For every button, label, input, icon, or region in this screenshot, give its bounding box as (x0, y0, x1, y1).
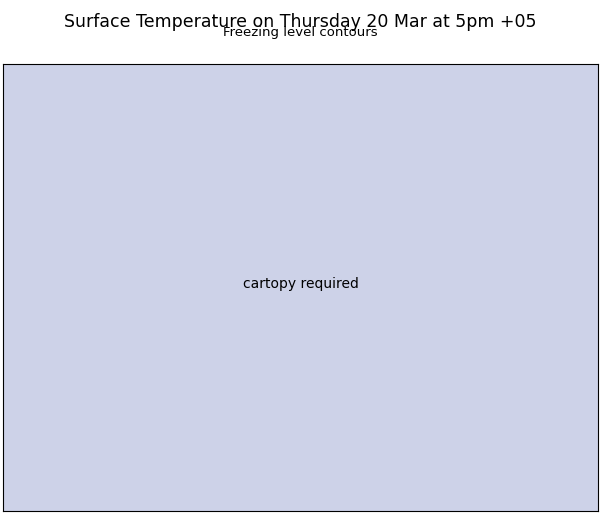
Text: Freezing level contours: Freezing level contours (223, 26, 378, 39)
Text: cartopy required: cartopy required (243, 277, 358, 291)
Text: Surface Temperature on Thursday 20 Mar at 5pm +05: Surface Temperature on Thursday 20 Mar a… (64, 13, 537, 31)
